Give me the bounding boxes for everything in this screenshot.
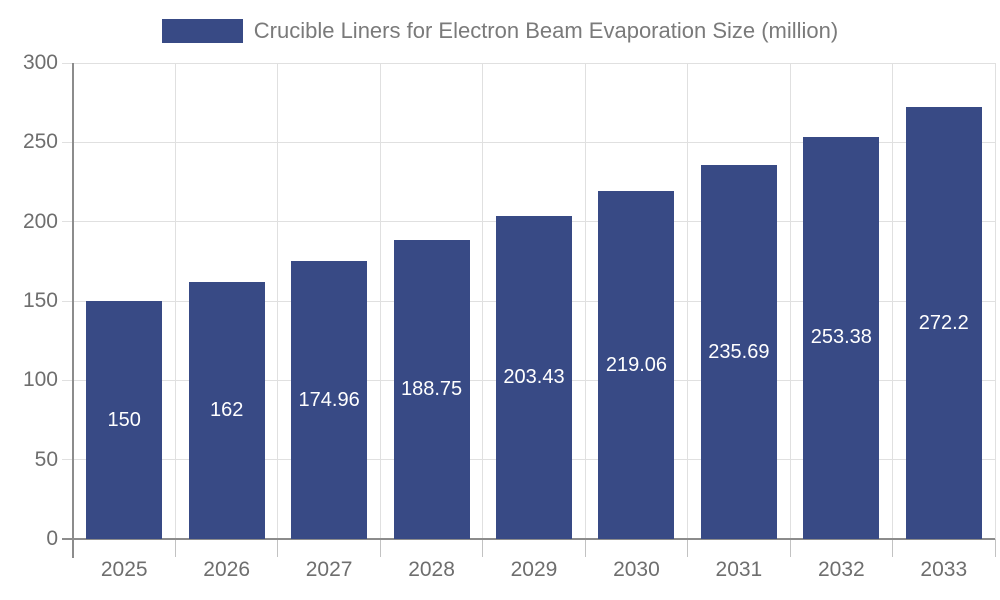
x-axis-line [62, 538, 995, 540]
bar-value-label: 219.06 [605, 353, 668, 376]
x-gridline [687, 63, 689, 539]
x-tickmark [379, 539, 381, 557]
y-tick-label: 100 [22, 368, 58, 392]
x-tick-label: 2031 [715, 558, 763, 581]
bar-value-label: 188.75 [400, 377, 463, 400]
x-tick-label: 2030 [613, 558, 660, 581]
bar-value-label: 203.43 [503, 366, 565, 389]
x-tick-label: 2029 [510, 558, 558, 581]
x-tickmark [584, 539, 586, 557]
x-gridline [277, 63, 279, 539]
x-tick-label: 2027 [305, 558, 353, 581]
chart-legend[interactable]: Crucible Liners for Electron Beam Evapor… [0, 17, 1000, 45]
y-tick-label: 300 [22, 51, 58, 74]
y-gridline [62, 141, 995, 143]
bar[interactable]: 235.69 [700, 165, 777, 539]
x-tickmark [789, 539, 791, 557]
bar[interactable]: 162 [188, 281, 265, 539]
x-tickmark [687, 539, 689, 557]
bar[interactable]: 203.43 [496, 216, 572, 539]
bar[interactable]: 150 [86, 301, 163, 539]
bar-value-label: 253.38 [810, 326, 872, 349]
x-gridline [892, 63, 894, 539]
chart-title: Crucible Liners for Electron Beam Evapor… [253, 18, 839, 43]
x-gridline [789, 63, 791, 539]
x-gridline [482, 63, 484, 539]
x-tickmark [892, 539, 894, 557]
y-gridline [62, 62, 995, 64]
y-tick-label: 0 [46, 527, 58, 550]
x-tickmark [174, 539, 176, 557]
x-gridline [994, 63, 996, 539]
x-tickmark [994, 539, 996, 557]
y-tick-label: 200 [22, 209, 58, 233]
bar-value-label: 150 [107, 408, 141, 431]
x-tick-label: 2025 [100, 558, 148, 581]
x-tick-label: 2033 [920, 558, 968, 581]
x-gridline [174, 63, 176, 539]
x-tick-label: 2026 [203, 558, 251, 581]
bar[interactable]: 188.75 [393, 239, 470, 539]
legend-swatch[interactable] [161, 19, 243, 43]
x-tick-label: 2028 [408, 558, 455, 581]
plot-area: 150 162 174.96 188.75 203.43 219.06 235.69 253.… [62, 62, 996, 558]
bar-value-label: 162 [209, 398, 244, 421]
bar[interactable]: 219.06 [598, 191, 675, 539]
y-tick-label: 50 [34, 447, 58, 471]
bar-value-label: 174.96 [298, 388, 360, 411]
x-tickmark [482, 539, 484, 557]
bar-value-label: 235.69 [708, 340, 770, 363]
bar-value-label: 272.2 [918, 311, 969, 334]
y-axis-line [72, 63, 74, 558]
bar[interactable]: 253.38 [803, 136, 880, 539]
x-tickmark [277, 539, 279, 557]
x-tick-label: 2032 [817, 558, 865, 581]
bar[interactable]: 272.2 [905, 107, 982, 539]
y-tick-label: 150 [22, 289, 58, 312]
y-tick-label: 250 [22, 130, 58, 154]
x-gridline [379, 63, 381, 539]
x-gridline [584, 63, 586, 539]
bar[interactable]: 174.96 [291, 261, 368, 539]
